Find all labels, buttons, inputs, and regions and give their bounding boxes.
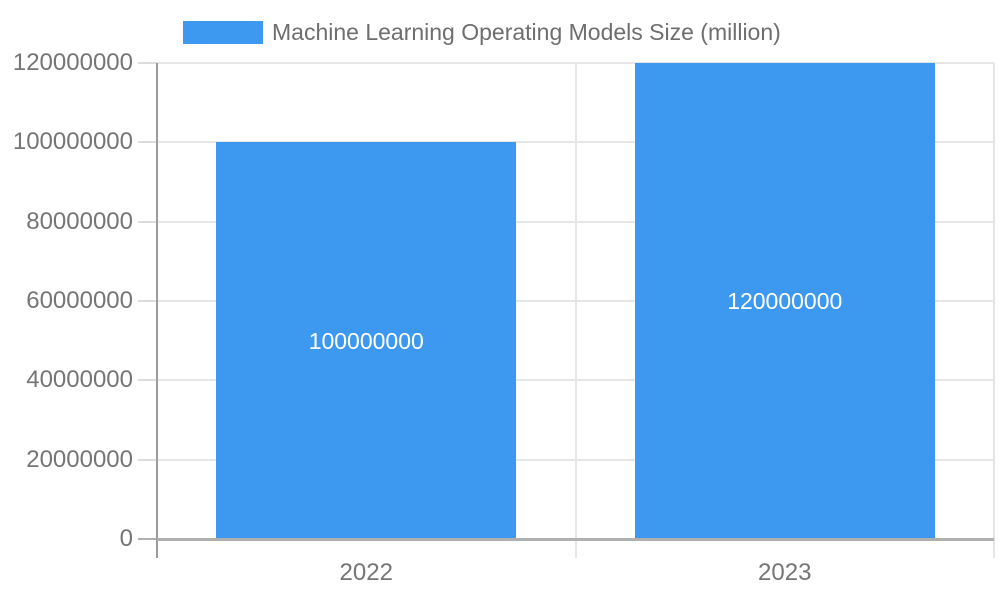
bar-value-label: 120000000 (727, 288, 843, 314)
x-gridline (574, 63, 577, 558)
y-tick-label: 120000000 (12, 49, 133, 76)
y-tick-mark (138, 141, 157, 144)
bar (634, 63, 935, 539)
y-tick-label: 60000000 (26, 287, 133, 314)
y-tick-mark (138, 62, 157, 64)
x-gridline (993, 63, 995, 558)
bar (216, 142, 517, 539)
y-tick-mark (138, 379, 157, 382)
y-tick-label: 0 (119, 525, 133, 552)
y-tick-mark (138, 220, 157, 223)
y-tick-label: 80000000 (26, 207, 133, 235)
y-tick-label: 20000000 (26, 445, 133, 473)
bar-value-label: 100000000 (308, 327, 424, 354)
y-tick-mark (138, 538, 157, 540)
x-tick-label: 2023 (758, 559, 812, 586)
x-tick-label: 2022 (339, 559, 393, 586)
legend-label: Machine Learning Operating Models Size (… (272, 19, 781, 45)
legend: Machine Learning Operating Models Size (… (183, 18, 781, 46)
x-axis-line (157, 538, 994, 541)
y-axis-line (156, 63, 158, 558)
legend-swatch (183, 20, 263, 44)
y-tick-label: 40000000 (26, 366, 133, 394)
y-tick-mark (138, 300, 157, 302)
y-tick-label: 100000000 (12, 128, 133, 156)
y-tick-mark (138, 458, 157, 461)
